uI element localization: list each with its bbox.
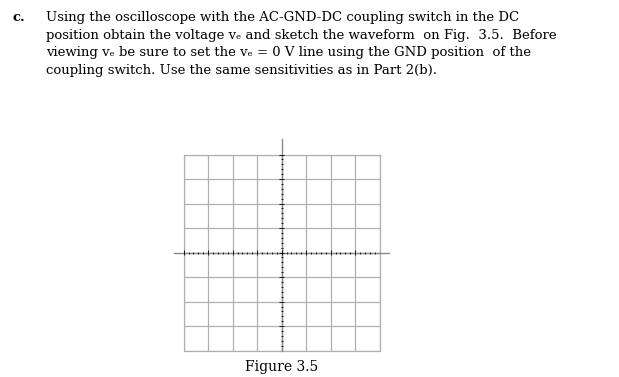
Text: Figure 3.5: Figure 3.5 <box>245 360 318 374</box>
Text: Using the oscilloscope with the AC-GND-DC coupling switch in the DC
position obt: Using the oscilloscope with the AC-GND-D… <box>46 11 557 77</box>
Text: c.: c. <box>12 11 25 24</box>
